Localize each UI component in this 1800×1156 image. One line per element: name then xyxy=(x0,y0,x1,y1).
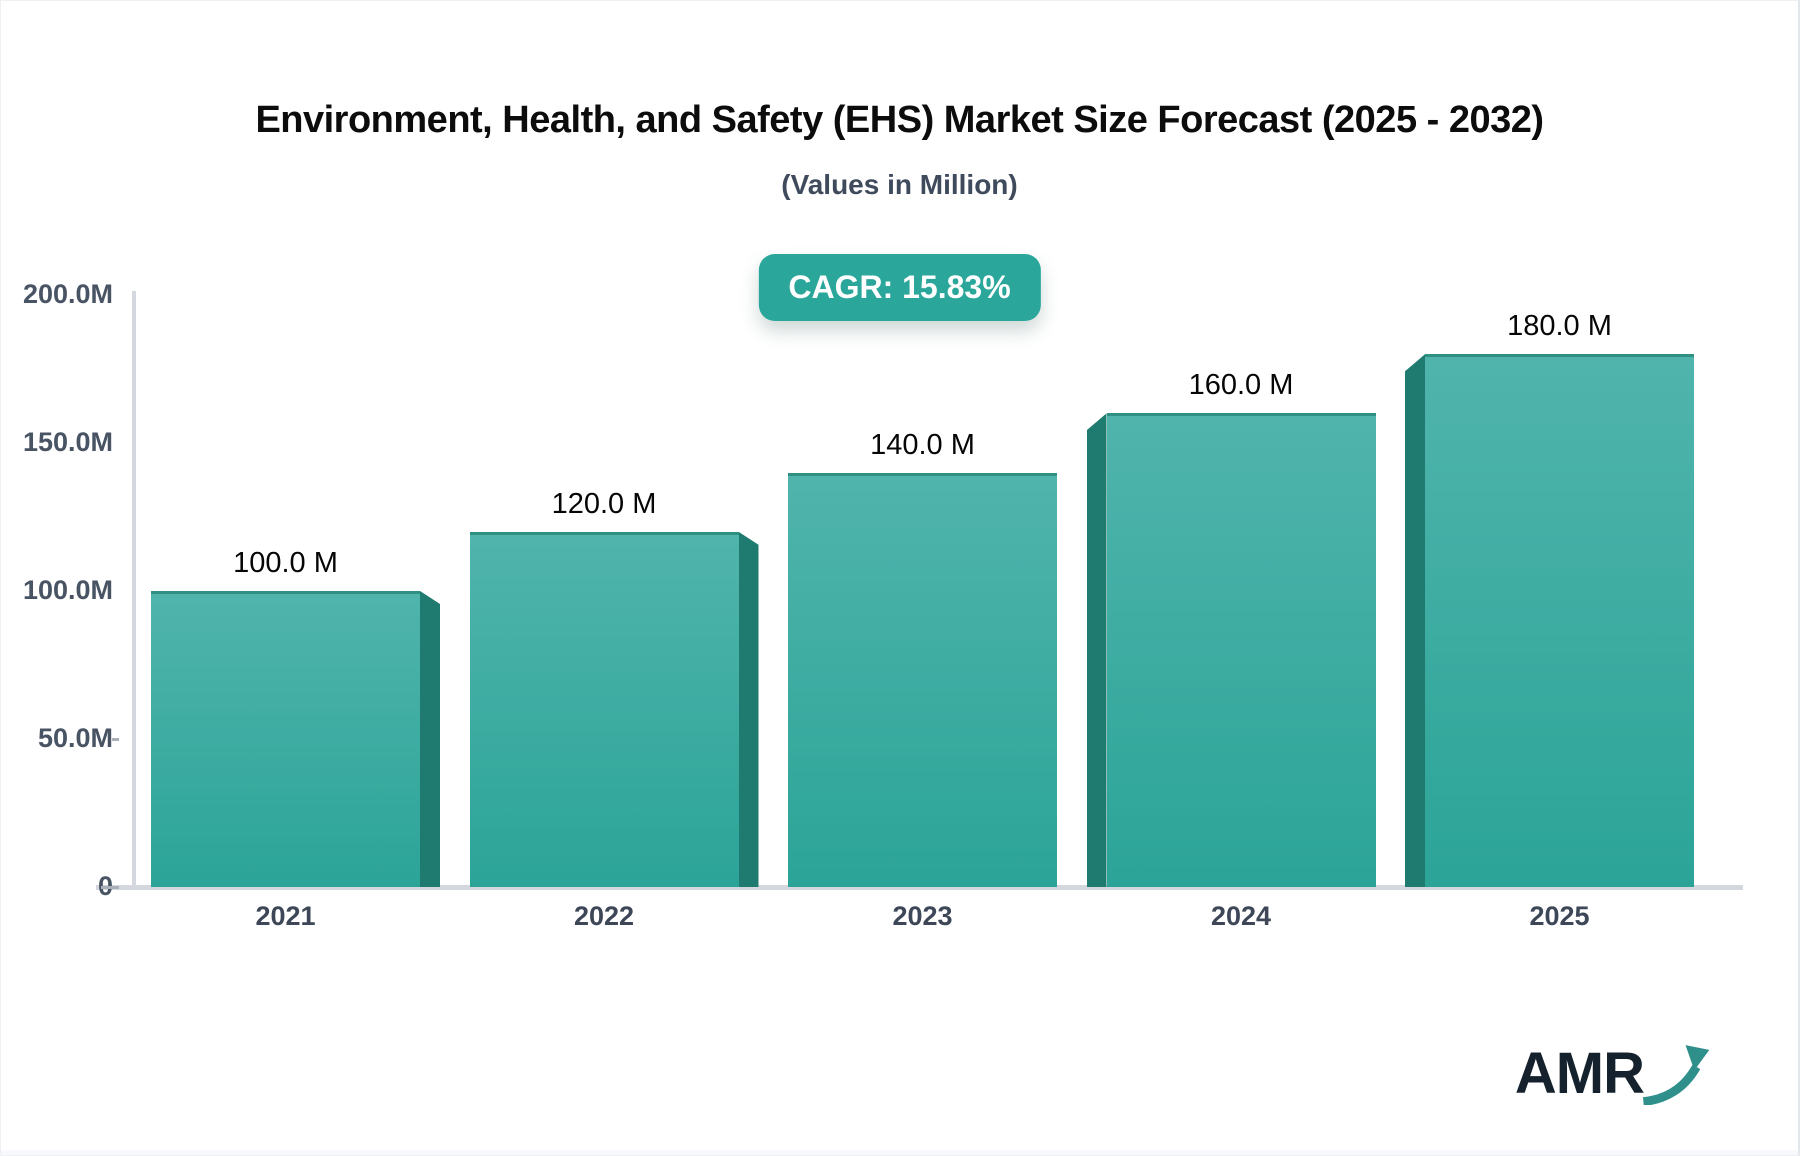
x-axis-label: 2022 xyxy=(573,901,635,931)
bar-value-label: 140.0 M xyxy=(870,428,975,461)
x-axis-line xyxy=(96,885,1743,890)
y-axis-label: 0 xyxy=(1,871,113,902)
bar-2022 xyxy=(469,531,739,887)
y-axis-label: 200.0M xyxy=(22,279,113,309)
bar-2025-side-panel xyxy=(1405,354,1425,887)
bar-2024-side-panel xyxy=(1086,413,1107,887)
growth-arrow-icon xyxy=(1642,1044,1710,1105)
cagr-badge: CAGR: 15.83% xyxy=(758,254,1041,321)
bar-value-label: 180.0 M xyxy=(1507,310,1612,343)
bar-value-label: 120.0 M xyxy=(551,487,657,520)
y-axis-label: 150.0M xyxy=(22,427,113,457)
y-axis-tick xyxy=(101,886,119,889)
x-axis-label: 2023 xyxy=(892,901,953,931)
bar-2021-side-panel xyxy=(420,591,440,887)
x-axis-label: 2025 xyxy=(1529,901,1590,931)
y-axis-label: 50.0M xyxy=(37,723,113,753)
bar-value-label: 160.0 M xyxy=(1188,369,1294,402)
x-axis-label: 2024 xyxy=(1210,901,1272,931)
bar-2021 xyxy=(151,591,420,887)
chart-title: Environment, Health, and Safety (EHS) Ma… xyxy=(255,99,1544,141)
bar-2023 xyxy=(788,472,1057,887)
y-axis-tick xyxy=(112,738,119,741)
amr-logo-text: AMR xyxy=(1514,1041,1645,1106)
y-axis-line xyxy=(132,291,136,887)
bar-2025 xyxy=(1425,354,1694,887)
bar-2022-side-panel xyxy=(738,531,759,887)
amr-logo: AMR xyxy=(1515,1040,1712,1107)
bar-2024 xyxy=(1106,413,1376,887)
chart-subtitle: (Values in Million) xyxy=(781,169,1018,200)
y-axis-label: 100.0M xyxy=(22,575,113,605)
x-axis-label: 2021 xyxy=(255,901,316,931)
bar-value-label: 100.0 M xyxy=(233,547,338,579)
